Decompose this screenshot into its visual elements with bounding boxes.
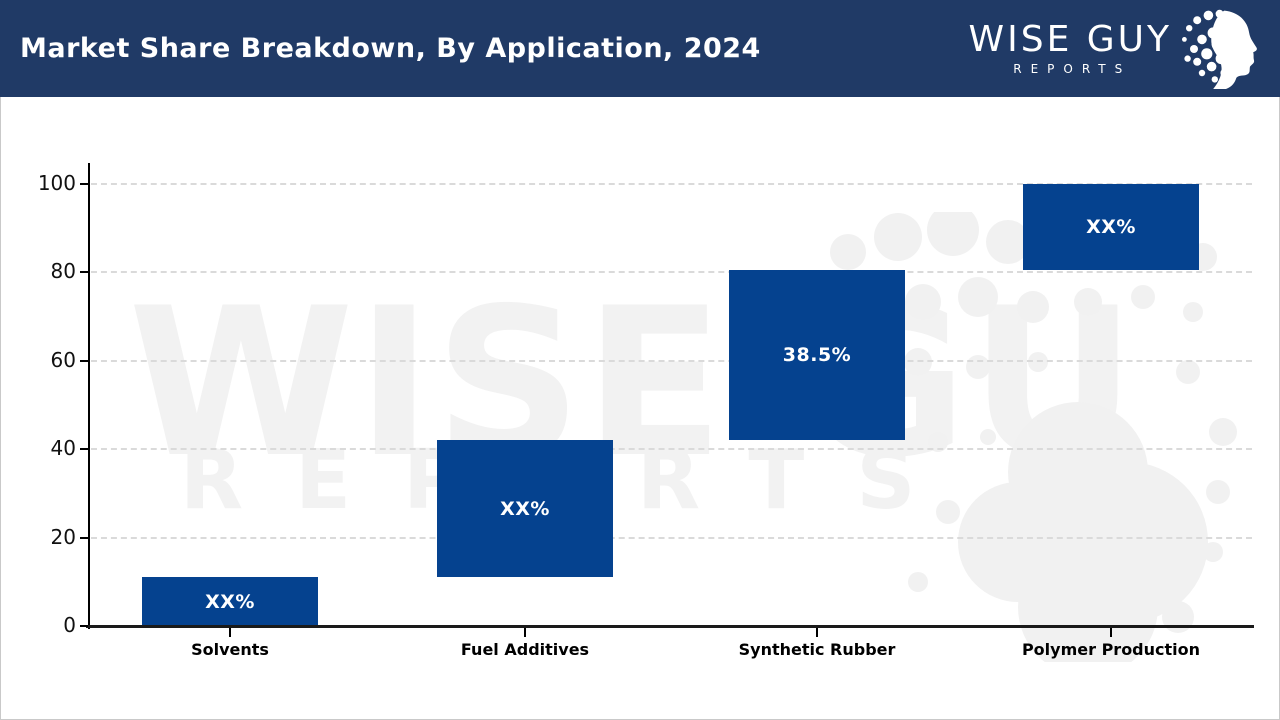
x-category-label-polymer-production: Polymer Production [1021, 640, 1201, 659]
brand-name: WISE GUY [968, 18, 1172, 60]
brand-wordmark: WISE GUY REPORTS [968, 18, 1173, 76]
bar-polymer-production: XX% [1023, 184, 1199, 271]
gridline-60 [91, 359, 1252, 362]
y-tick-label-40: 40 [50, 436, 76, 461]
gridline-80 [91, 271, 1252, 274]
bar-value-label-solvents: XX% [205, 590, 255, 613]
x-category-label-fuel-additives: Fuel Additives [460, 640, 590, 659]
gridline-100 [91, 183, 1252, 185]
y-tick-80 [80, 271, 88, 274]
y-axis-spine [88, 163, 90, 629]
bar-value-label-fuel-additives: XX% [500, 497, 550, 520]
y-tick-label-20: 20 [50, 524, 76, 549]
plot-area: 0 20 40 60 80 100 XX% Solvents XX% Fuel Additives… [0, 97, 1280, 720]
bar-solvents: XX% [142, 577, 318, 626]
gridline-40 [91, 448, 1252, 451]
x-category-label-synthetic-rubber: Synthetic Rubber [738, 640, 896, 659]
x-tick-polymer-production [1110, 628, 1112, 637]
y-tick-0 [80, 625, 88, 627]
bar-value-label-synthetic-rubber: 38.5% [782, 344, 852, 367]
x-tick-fuel-additives [524, 628, 526, 637]
brand-logo: WISE GUY REPORTS [969, 0, 1267, 97]
y-tick-label-100: 100 [37, 171, 76, 195]
bar-fuel-additives: XX% [437, 440, 613, 578]
bar-synthetic-rubber: 38.5% [729, 270, 905, 441]
y-tick-label-0: 0 [63, 613, 76, 637]
y-tick-100 [80, 183, 88, 185]
header-bar: Market Share Breakdown, By Application, … [0, 0, 1280, 97]
x-axis-spine [86, 625, 1254, 628]
x-category-label-solvents: Solvents [191, 640, 269, 659]
bar-value-label-polymer-production: XX% [1086, 216, 1136, 239]
chart-title: Market Share Breakdown, By Application, … [20, 33, 761, 64]
gridline-20 [91, 536, 1252, 539]
y-tick-label-60: 60 [50, 347, 76, 372]
watermark-wordmark: WISE GU [128, 265, 1139, 503]
y-tick-20 [80, 536, 88, 539]
brand-face-icon [1182, 9, 1257, 89]
y-tick-60 [80, 359, 88, 362]
x-tick-solvents [229, 628, 231, 637]
y-tick-label-80: 80 [50, 259, 76, 284]
y-tick-40 [80, 448, 88, 451]
x-tick-synthetic-rubber [816, 628, 818, 637]
brand-subtitle: REPORTS [1013, 61, 1132, 76]
